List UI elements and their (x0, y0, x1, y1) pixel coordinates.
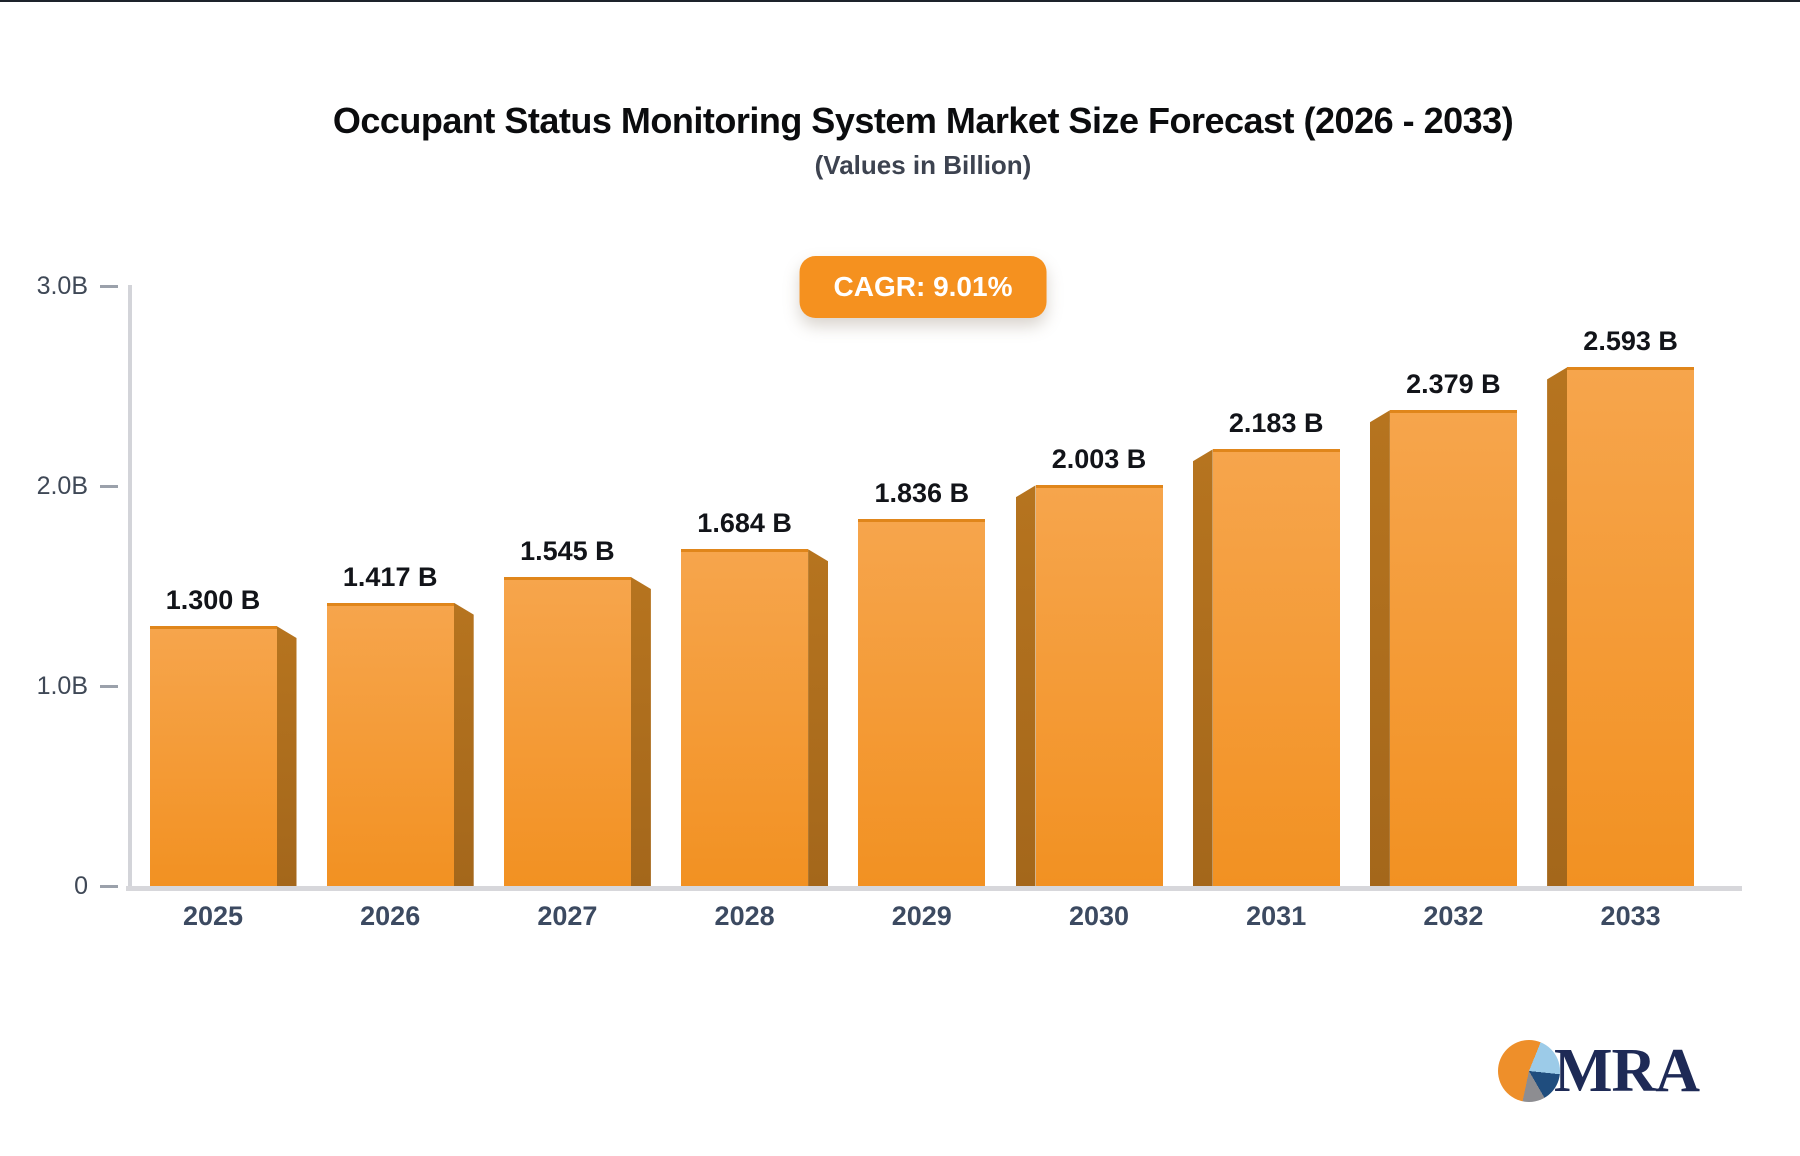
x-axis-label: 2026 (360, 901, 421, 931)
y-axis-label: 3.0B (36, 272, 88, 300)
x-axis-baseline (126, 886, 1742, 891)
mra-pie-chart-icon (1498, 1040, 1560, 1102)
bar-3d-side (453, 602, 474, 886)
bar-value-label: 1.684 B (697, 508, 792, 539)
x-axis-label: 2027 (537, 901, 598, 931)
bar-3d-side (630, 577, 651, 886)
bar-value-label: 1.836 B (874, 477, 970, 508)
y-axis-label: 1.0B (36, 672, 88, 700)
y-axis-tick (100, 684, 118, 688)
chart-title: Occupant Status Monitoring System Market… (332, 100, 1514, 141)
x-axis-label: 2032 (1423, 901, 1484, 931)
x-axis-label: 2028 (714, 901, 775, 931)
bar (149, 626, 277, 886)
mra-logo-text: MRA (1554, 1037, 1700, 1105)
y-axis-tick (100, 284, 118, 288)
bar (1389, 410, 1517, 886)
x-axis-label: 2025 (182, 901, 244, 931)
y-axis-tick (100, 884, 118, 888)
bar-3d-side (276, 626, 297, 886)
bar-value-label: 1.417 B (342, 561, 438, 592)
bar-3d-side (1015, 485, 1036, 886)
x-axis-label: 2029 (891, 901, 952, 931)
x-axis-label: 2030 (1068, 901, 1130, 931)
bar (1212, 449, 1340, 886)
bar (858, 518, 986, 886)
bar (1567, 367, 1695, 886)
bar-3d-side (1192, 449, 1213, 886)
y-axis-label: 2.0B (36, 472, 88, 500)
cagr-badge: CAGR: 9.01% (799, 256, 1047, 318)
x-axis-label: 2033 (1600, 901, 1661, 931)
y-axis-label: 0 (74, 872, 88, 900)
bar (1035, 485, 1163, 886)
bar-value-label: 2.379 B (1406, 369, 1501, 400)
y-axis-tick (100, 484, 118, 488)
mra-logo: MRA (1498, 1037, 1700, 1105)
y-axis-line (128, 285, 132, 890)
bar-value-label: 1.300 B (165, 585, 261, 615)
bar (503, 577, 631, 886)
bar-value-label: 2.003 B (1051, 444, 1147, 475)
chart-subtitle: (Values in Billion) (814, 150, 1032, 180)
bar-value-label: 2.183 B (1228, 408, 1324, 439)
bar (681, 549, 809, 886)
bar-3d-side (1369, 410, 1390, 886)
x-axis-label: 2031 (1246, 901, 1307, 931)
bar-3d-side (808, 549, 829, 886)
bar (326, 602, 454, 886)
top-border-strip (0, 0, 1800, 2)
bar-3d-side (1547, 367, 1568, 886)
bar-value-label: 1.545 B (520, 536, 615, 566)
bar-value-label: 2.593 B (1583, 326, 1678, 357)
